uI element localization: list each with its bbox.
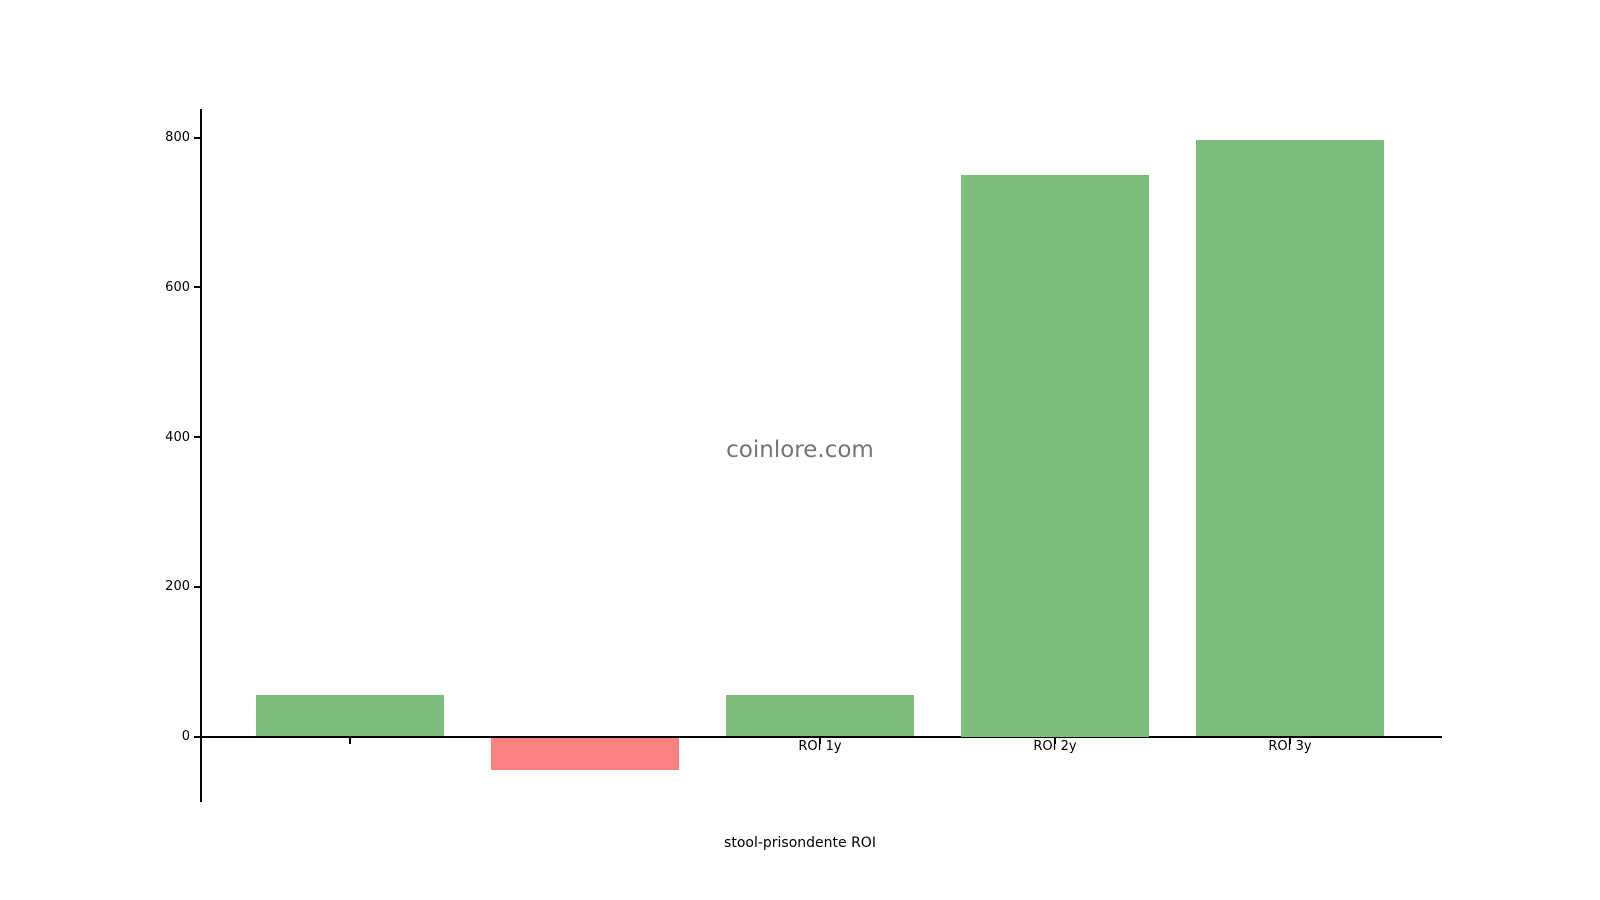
y-tick-label: 200 [165, 579, 190, 595]
y-axis-spine [200, 109, 202, 802]
y-tick-label: 800 [165, 130, 190, 145]
bar-roi-2y [961, 174, 1149, 737]
y-tick [194, 286, 201, 289]
y-tick-label: 400 [165, 429, 190, 445]
y-tick [194, 436, 201, 438]
y-tick [194, 735, 201, 738]
bar-unlabeled-1 [256, 694, 444, 737]
x-tick-label: ROI 3y [1268, 739, 1312, 754]
x-axis-line [200, 736, 1442, 738]
x-tick [1054, 737, 1056, 744]
x-tick [1289, 737, 1291, 744]
bar-roi-1y [726, 694, 914, 737]
watermark: coinlore.com [726, 437, 874, 463]
y-tick-label: 600 [165, 279, 190, 295]
y-tick-label: 0 [181, 729, 190, 744]
x-tick-label: ROI 1y [798, 739, 842, 754]
x-axis-title: stool-prisondente ROI [724, 835, 876, 851]
y-tick [194, 585, 201, 588]
x-tick [819, 737, 821, 744]
bar-unlabeled-2 [491, 737, 679, 770]
x-tick-label: ROI 2y [1033, 739, 1077, 754]
x-tick [349, 737, 351, 744]
bar-roi-3y [1196, 139, 1384, 737]
y-tick [194, 136, 201, 139]
